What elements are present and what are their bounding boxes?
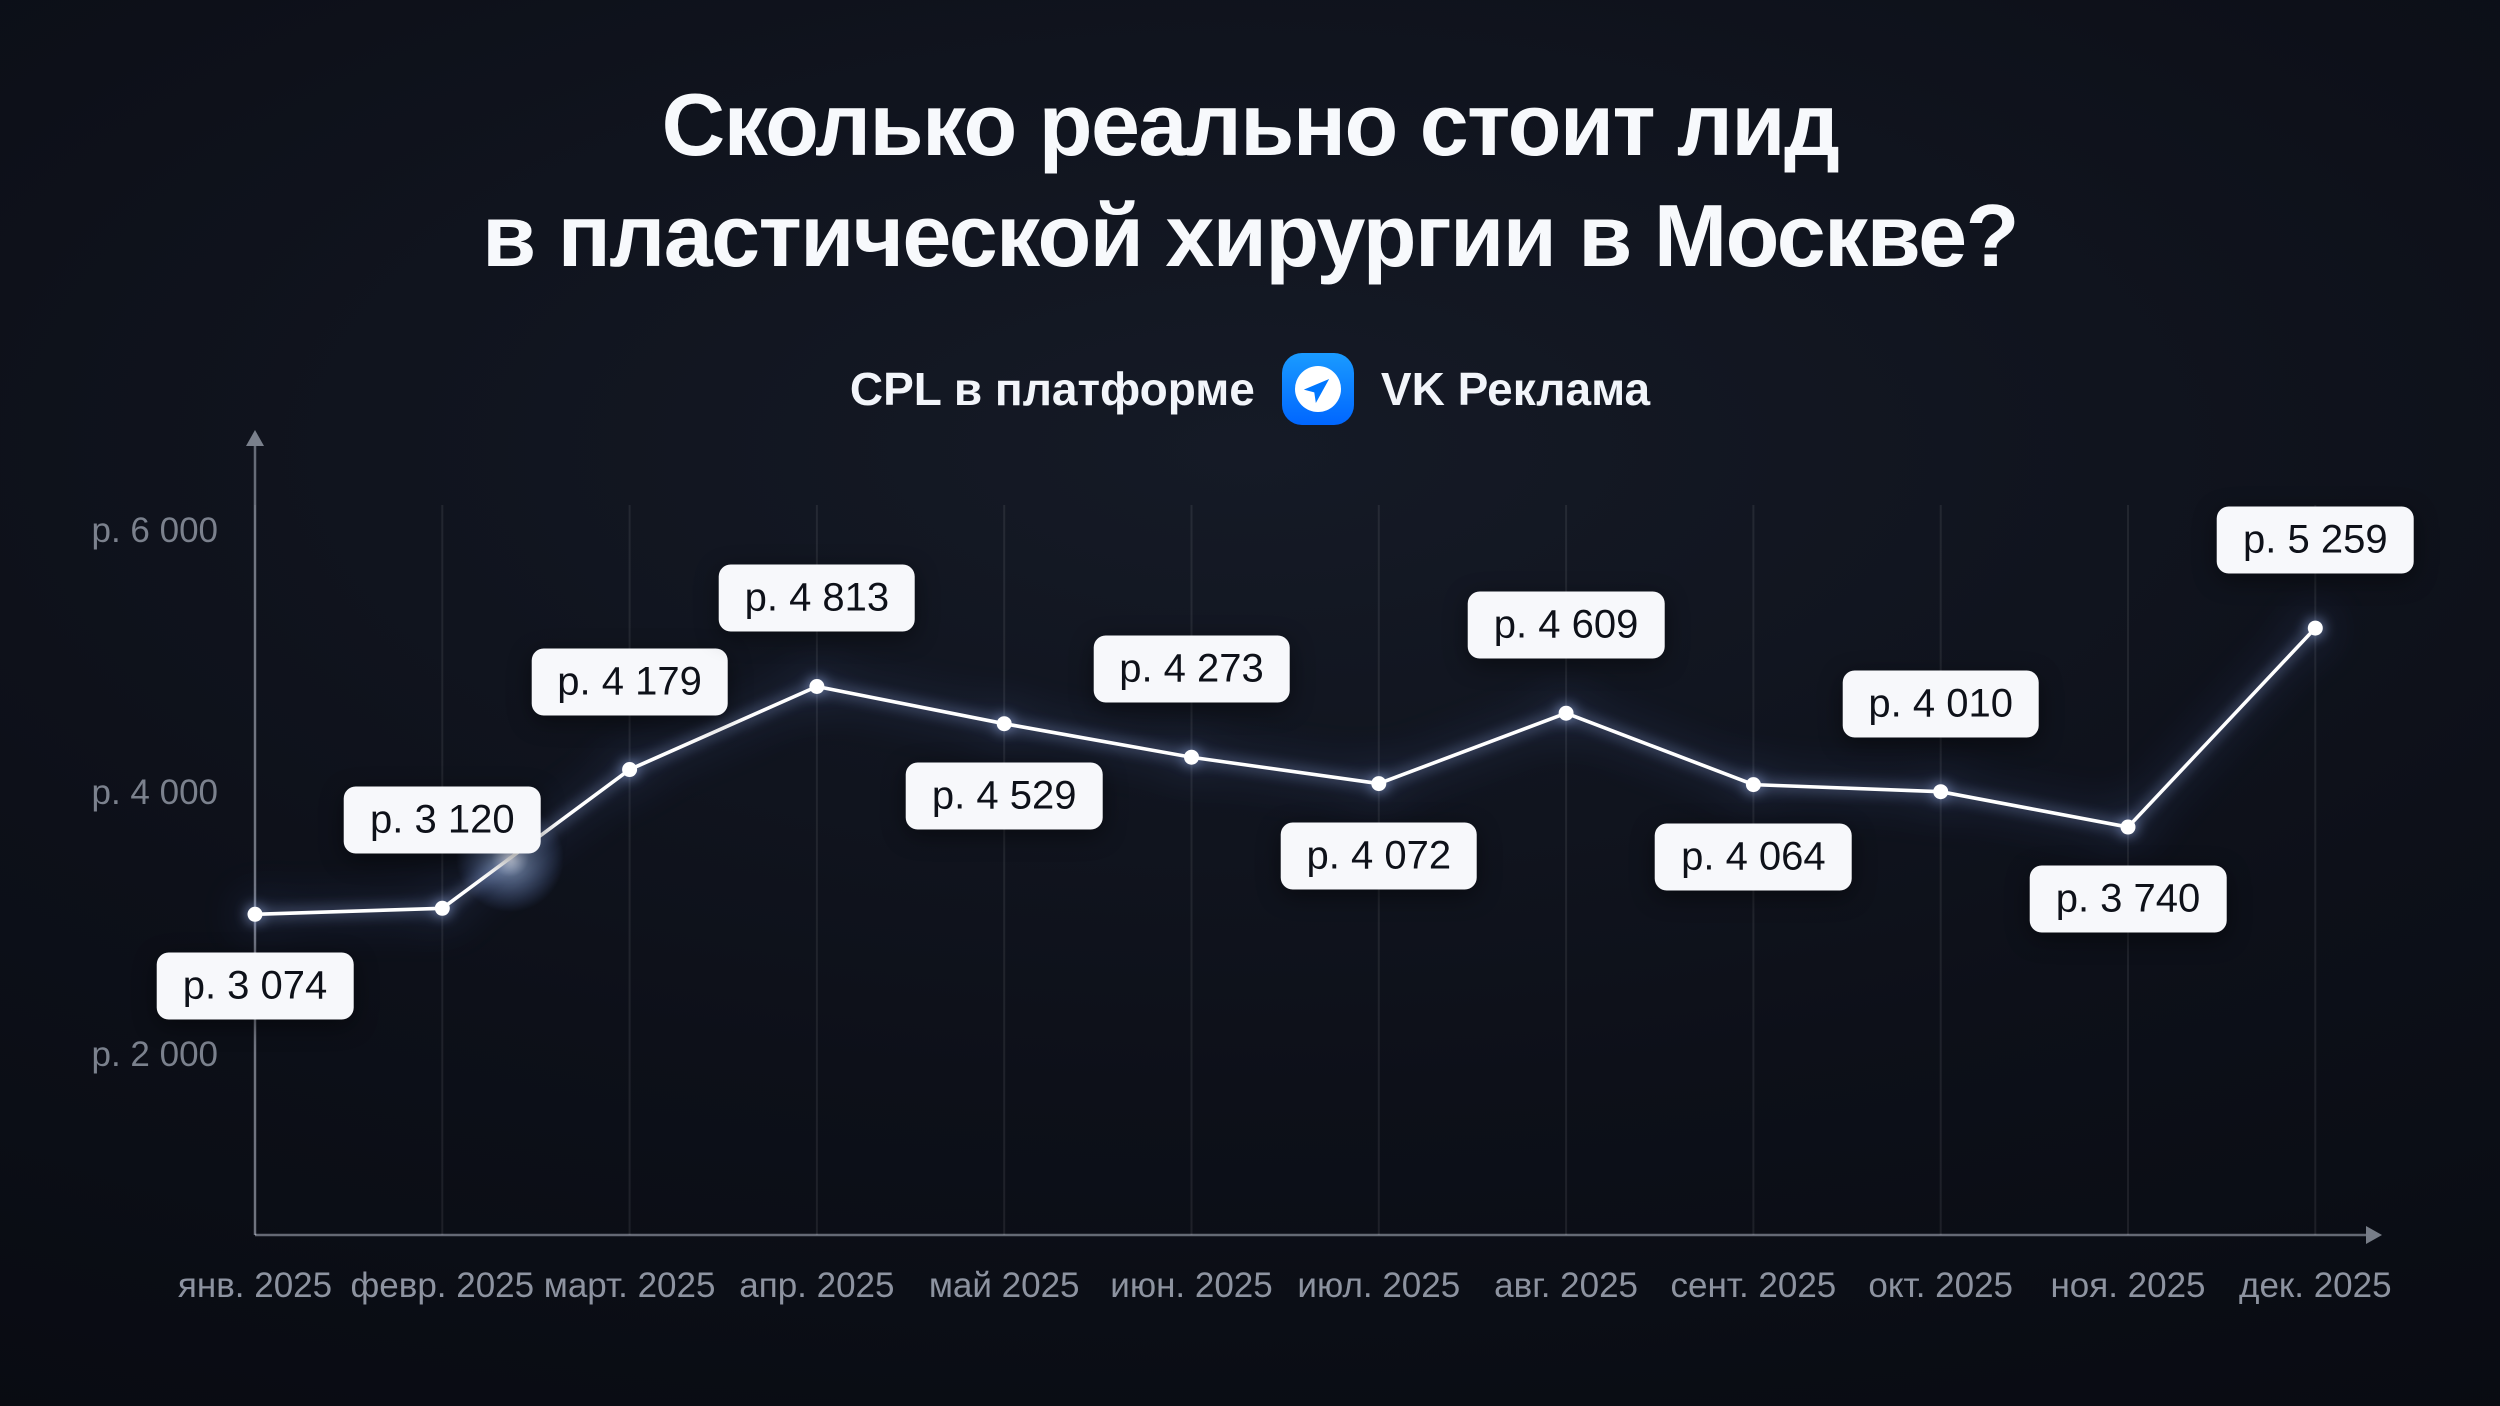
point-label: р. 4 529 bbox=[905, 762, 1103, 830]
chart-subtitle: CPL в платформе VK Реклама bbox=[0, 352, 2500, 426]
point-label: р. 4 609 bbox=[1467, 591, 1665, 659]
data-point bbox=[247, 906, 263, 922]
data-point bbox=[996, 716, 1012, 732]
x-axis-arrow-icon bbox=[2366, 1226, 2382, 1244]
x-axis-label: дек. 2025 bbox=[2239, 1266, 2392, 1305]
point-label: р. 4 072 bbox=[1280, 822, 1478, 890]
x-axis-label: июл. 2025 bbox=[1297, 1266, 1461, 1305]
x-axis-label: сент. 2025 bbox=[1670, 1266, 1837, 1305]
x-axis-label: март. 2025 bbox=[543, 1266, 716, 1305]
point-label: р. 3 074 bbox=[156, 952, 354, 1020]
x-axis-label: май 2025 bbox=[928, 1266, 1080, 1305]
point-label: р. 4 273 bbox=[1093, 635, 1290, 703]
data-point bbox=[809, 678, 825, 694]
title-line-2: в пластической хирургии в Москве? bbox=[482, 185, 2019, 285]
data-point bbox=[434, 900, 450, 916]
x-axis-label: февр. 2025 bbox=[350, 1266, 535, 1305]
x-axis-label: ноя. 2025 bbox=[2050, 1266, 2206, 1305]
data-point bbox=[1745, 777, 1761, 793]
page-title: Сколько реально стоит лид в пластической… bbox=[0, 70, 2500, 292]
point-label: р. 4 064 bbox=[1655, 823, 1852, 891]
y-axis-label: р. 4 000 bbox=[91, 773, 219, 812]
platform-name: VK Реклама bbox=[1380, 363, 1651, 415]
data-point bbox=[2307, 620, 2323, 636]
point-label: р. 3 740 bbox=[2029, 865, 2227, 933]
title-line-1: Сколько реально стоит лид bbox=[661, 75, 1840, 174]
data-point bbox=[2120, 819, 2136, 835]
data-series bbox=[247, 620, 2323, 922]
y-axis-label: р. 6 000 bbox=[91, 511, 219, 550]
y-axis-label: р. 2 000 bbox=[91, 1035, 219, 1074]
vk-ads-icon bbox=[1281, 352, 1355, 426]
x-axis-label: авг. 2025 bbox=[1494, 1266, 1639, 1305]
point-label: р. 4 179 bbox=[531, 648, 728, 716]
point-label: р. 4 813 bbox=[718, 564, 916, 632]
point-label: р. 5 259 bbox=[2217, 506, 2414, 574]
data-point bbox=[622, 762, 638, 778]
data-point bbox=[1933, 784, 1949, 800]
x-axis-label: апр. 2025 bbox=[739, 1266, 895, 1305]
y-axis-arrow-icon bbox=[246, 430, 264, 446]
x-axis-label: янв. 2025 bbox=[177, 1266, 333, 1305]
point-label: р. 3 120 bbox=[344, 786, 541, 854]
x-axis-label: окт. 2025 bbox=[1868, 1266, 2014, 1305]
cpl-line bbox=[253, 626, 2318, 917]
data-point bbox=[1558, 705, 1574, 721]
point-label: р. 4 010 bbox=[1842, 670, 2039, 738]
x-axis-label: июн. 2025 bbox=[1110, 1266, 1273, 1305]
subtitle-label: CPL в платформе bbox=[849, 363, 1255, 415]
data-point bbox=[1371, 776, 1387, 792]
data-point bbox=[1184, 749, 1199, 765]
